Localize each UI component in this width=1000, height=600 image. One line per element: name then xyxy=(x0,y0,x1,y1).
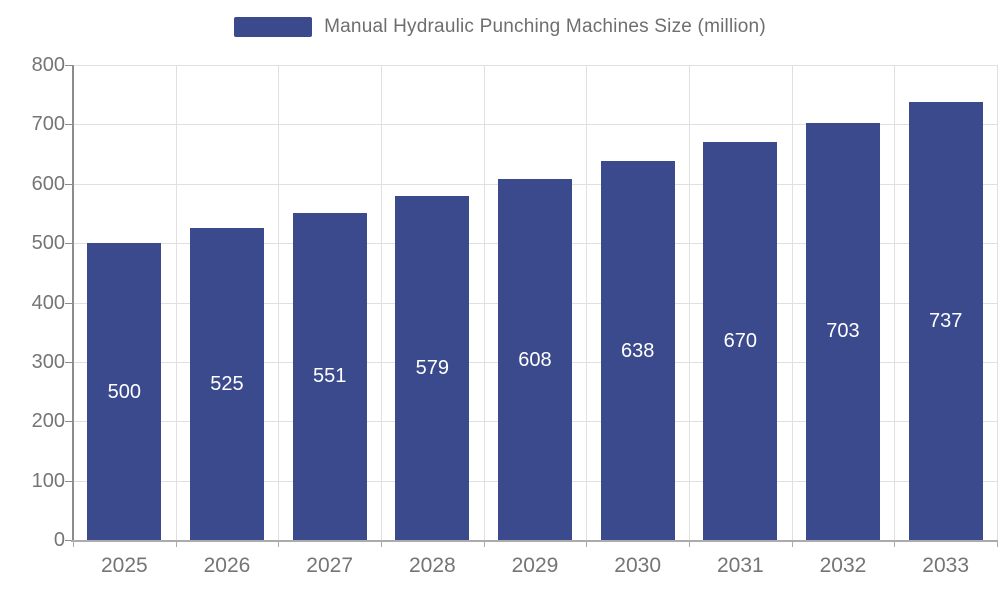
gridline-vertical xyxy=(689,65,690,540)
y-axis-tick xyxy=(65,361,72,363)
gridline-vertical xyxy=(791,65,793,540)
y-axis-tick xyxy=(65,540,72,541)
legend-item[interactable]: Manual Hydraulic Punching Machines Size … xyxy=(0,16,1000,38)
y-axis-tick xyxy=(65,302,72,304)
x-axis-tick xyxy=(175,540,177,547)
bar-2033[interactable] xyxy=(908,102,983,540)
gridline-vertical xyxy=(175,65,177,540)
y-axis-tick xyxy=(65,124,72,126)
gridline-horizontal xyxy=(73,124,997,126)
y-axis-tick-label: 700 xyxy=(31,113,65,136)
x-axis-tick xyxy=(689,540,690,547)
y-axis-tick xyxy=(65,183,72,185)
bar-2028[interactable] xyxy=(395,196,470,540)
x-axis-tick xyxy=(997,540,998,547)
y-axis-line xyxy=(72,65,74,540)
bar-2026[interactable] xyxy=(190,228,264,540)
y-axis-tick-label: 800 xyxy=(31,54,65,76)
x-axis-tick xyxy=(73,540,74,547)
x-axis-tick-label: 2025 xyxy=(100,554,148,577)
gridline-vertical xyxy=(278,65,280,540)
x-axis-tick-label: 2026 xyxy=(203,554,251,577)
gridline-vertical xyxy=(381,65,382,540)
y-axis-tick xyxy=(65,243,72,245)
y-axis-tick xyxy=(65,65,72,66)
gridline-vertical xyxy=(483,65,485,540)
y-axis-tick-label: 600 xyxy=(31,172,65,195)
gridline-vertical xyxy=(997,65,998,540)
y-axis-tick-label: 100 xyxy=(31,469,65,492)
y-axis-tick xyxy=(65,480,72,482)
x-axis-tick xyxy=(483,540,485,547)
bar-2025[interactable] xyxy=(87,243,162,540)
x-axis-tick xyxy=(586,540,588,547)
x-axis-line xyxy=(71,540,997,542)
plot-area xyxy=(73,65,998,540)
x-axis-tick-label: 2031 xyxy=(716,554,764,577)
y-axis-tick-label: 200 xyxy=(31,410,65,433)
bar-2027[interactable] xyxy=(292,212,367,540)
bar-2031[interactable] xyxy=(703,142,778,540)
bar-2030[interactable] xyxy=(600,161,675,540)
x-axis-tick-label: 2033 xyxy=(922,554,970,577)
x-axis-tick xyxy=(791,540,793,547)
x-axis-tick xyxy=(381,540,382,547)
legend-label: Manual Hydraulic Punching Machines Size … xyxy=(324,16,766,37)
x-axis-tick-label: 2030 xyxy=(614,554,662,577)
y-axis-tick-label: 500 xyxy=(31,232,65,255)
y-axis-tick-label: 0 xyxy=(53,529,65,551)
x-axis-tick xyxy=(278,540,280,547)
y-axis-tick-label: 300 xyxy=(31,350,65,373)
legend-swatch xyxy=(234,17,313,37)
gridline-vertical xyxy=(894,65,896,540)
y-axis-tick-label: 400 xyxy=(31,291,65,314)
x-axis-tick-label: 2027 xyxy=(306,554,354,577)
bar-2029[interactable] xyxy=(498,179,572,540)
x-axis-tick-label: 2029 xyxy=(511,554,559,577)
x-axis-tick-label: 2028 xyxy=(408,554,456,577)
y-axis-tick xyxy=(65,421,72,423)
x-axis-tick-label: 2032 xyxy=(819,554,867,577)
gridline-horizontal xyxy=(73,65,997,66)
bar-2032[interactable] xyxy=(806,122,880,540)
x-axis-tick xyxy=(894,540,896,547)
gridline-vertical xyxy=(586,65,588,540)
